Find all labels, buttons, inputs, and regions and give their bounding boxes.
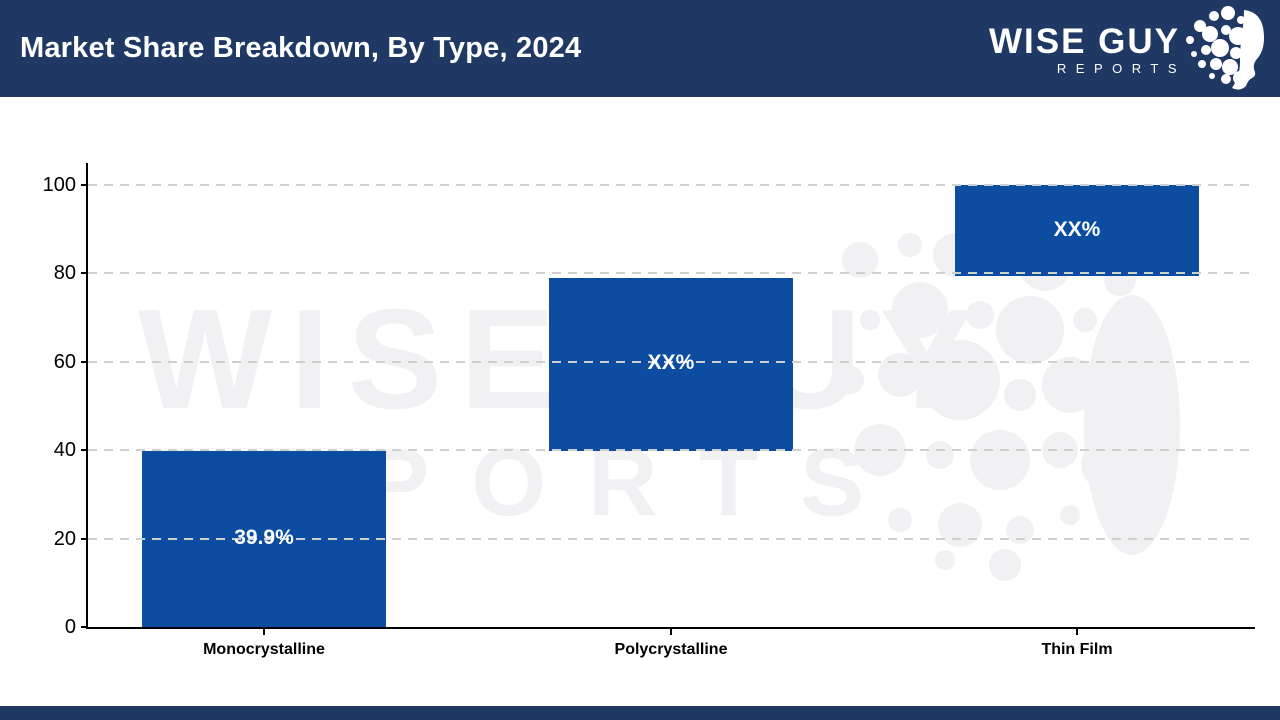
y-tick-label-0: 0 xyxy=(64,616,76,638)
y-tick-label-60: 60 xyxy=(53,350,76,373)
x-tick-polycrystalline xyxy=(670,628,672,635)
header-band: Market Share Breakdown, By Type, 2024 WI… xyxy=(0,0,1280,97)
y-tick-60 xyxy=(81,360,88,363)
gridline-60 xyxy=(88,360,1255,363)
x-tick-label-polycrystalline: Polycrystalline xyxy=(614,641,728,658)
y-tick-label-40: 40 xyxy=(53,439,76,462)
y-tick-100 xyxy=(81,184,88,186)
y-tick-20 xyxy=(81,537,88,540)
x-tick-monocrystalline xyxy=(263,628,265,635)
footer-band xyxy=(0,706,1280,720)
gridline-40 xyxy=(88,449,1255,452)
gridline-20 xyxy=(88,537,1255,540)
logo-text: WISE GUY REPORTS xyxy=(989,24,1180,75)
bar-value-label-polycrystalline: XX% xyxy=(647,351,695,375)
gridline-80 xyxy=(88,272,1255,275)
bar-value-label-thin-film: XX% xyxy=(1053,217,1101,241)
bar-polycrystalline xyxy=(549,278,793,451)
x-tick-label-monocrystalline: Monocrystalline xyxy=(203,641,325,658)
bar-thin-film xyxy=(955,185,1199,277)
y-tick-40 xyxy=(81,449,88,452)
x-axis xyxy=(86,627,1255,629)
logo-wordmark: WISE GUY xyxy=(988,21,1180,61)
x-tick-label-thin-film: Thin Film xyxy=(1041,641,1113,658)
y-tick-80 xyxy=(81,272,88,275)
chart-title: Market Share Breakdown, By Type, 2024 xyxy=(20,32,582,64)
x-tick-thin-film xyxy=(1076,628,1078,635)
wise-guy-reports-logo: WISE GUY REPORTS xyxy=(989,6,1266,92)
y-tick-label-100: 100 xyxy=(42,174,76,196)
logo-face-icon xyxy=(1186,6,1264,90)
y-tick-0 xyxy=(81,626,88,628)
y-tick-label-80: 80 xyxy=(53,262,76,285)
y-axis xyxy=(86,163,88,629)
logo-subtitle: REPORTS xyxy=(1056,60,1186,76)
gridline-100 xyxy=(88,184,1255,186)
bar-value-label-monocrystalline: 39.9% xyxy=(234,525,294,549)
y-tick-label-20: 20 xyxy=(53,527,76,550)
